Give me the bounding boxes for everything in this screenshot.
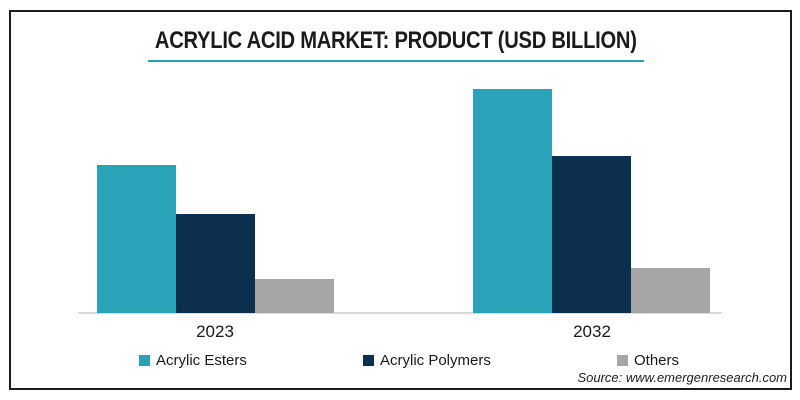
legend-item-others: Others [617,352,679,369]
legend-swatch-others [617,355,628,366]
source-attribution: Source: www.emergenresearch.com [577,370,787,385]
x-axis-line [78,312,722,314]
x-axis-label-2023: 2023 [196,322,234,341]
chart-title-text: ACRYLIC ACID MARKET: PRODUCT (USD BILLIO… [155,27,637,54]
title-underline [148,60,644,62]
legend-swatch-acrylic-esters [139,355,150,366]
chart-title: ACRYLIC ACID MARKET: PRODUCT (USD BILLIO… [100,27,692,55]
legend-item-acrylic-polymers: Acrylic Polymers [363,352,491,369]
x-axis-label-2032: 2032 [573,322,611,341]
legend-label-others: Others [634,352,680,369]
legend-swatch-acrylic-polymers [363,355,374,366]
chart-frame [9,10,792,390]
legend-item-acrylic-esters: Acrylic Esters [139,352,247,369]
legend-label-acrylic-esters: Acrylic Esters [156,352,247,369]
legend-label-acrylic-polymers: Acrylic Polymers [380,352,491,369]
